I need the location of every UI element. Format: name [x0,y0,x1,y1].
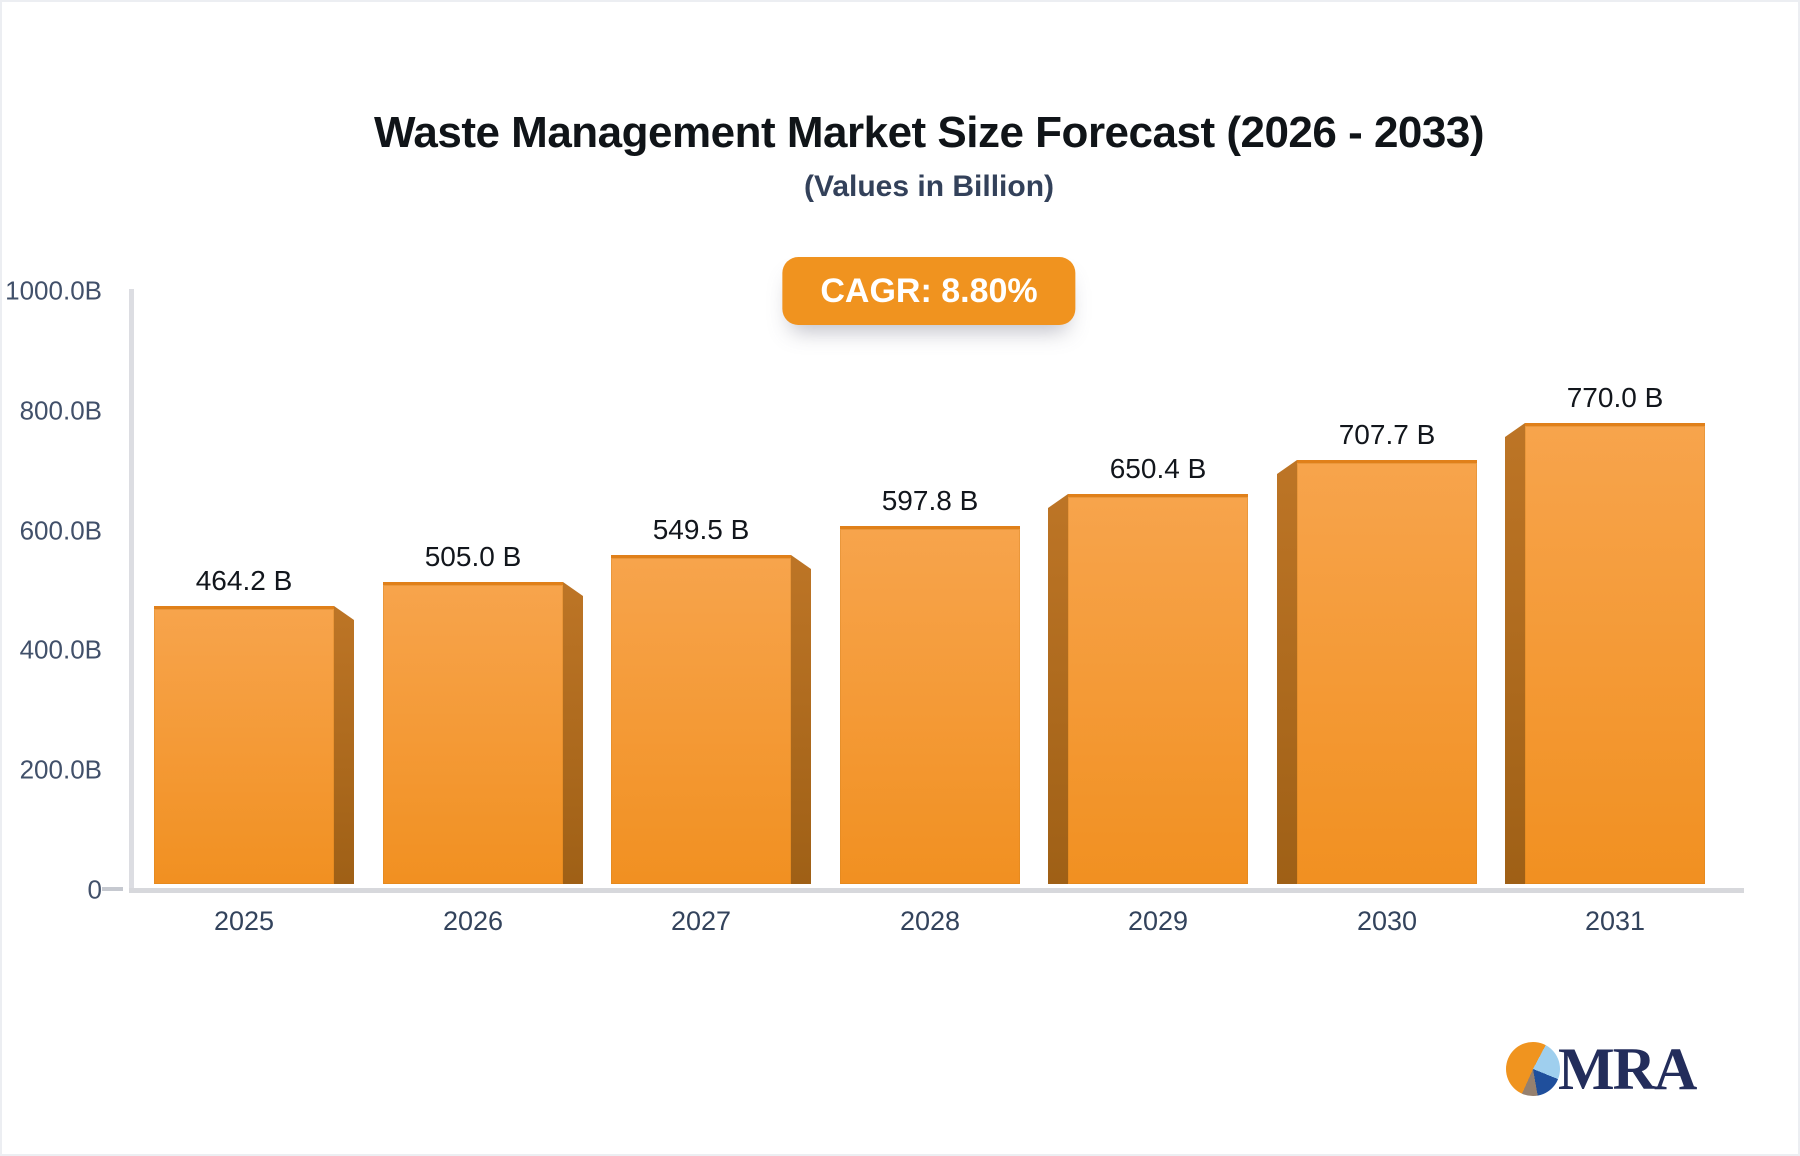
bar-face [154,606,334,884]
bar-3d-side [791,555,811,884]
bar-group-2029: 650.4 B [1048,453,1268,884]
bar-group-2031: 770.0 B [1505,382,1725,884]
bar-face [611,555,791,884]
bar-value-label: 597.8 B [881,485,979,516]
bar-3d-side [1505,423,1525,884]
x-tick-label: 2027 [670,906,732,936]
y-tick-label: 600.0B [19,515,102,546]
y-tick-label: 200.0B [19,754,102,785]
bar-face [1525,423,1705,884]
bar-group-2030: 707.7 B [1277,419,1497,884]
zero-tick-mark [102,887,123,891]
pie-chart-logo-icon [1506,1042,1560,1096]
bar-3d-side [1277,460,1297,884]
bar-3d-side [334,606,354,884]
bar-value-label: 549.5 B [652,514,750,545]
y-tick-label: 0 [87,874,102,905]
bar-face [1068,494,1248,884]
bar-face [1297,460,1477,884]
cagr-badge: CAGR: 8.80% [782,257,1076,325]
bar-3d-side [1048,494,1068,884]
bar-value-label: 464.2 B [195,565,293,596]
bar-3d-side [563,582,583,884]
chart-title: Waste Management Market Size Forecast (2… [374,108,1485,157]
y-tick-label: 1000.0B [5,275,102,306]
x-tick-label: 2028 [899,906,961,936]
bar-group-2028: 597.8 B [820,485,1040,884]
bar-value-label: 505.0 B [424,541,522,572]
bar-face [383,582,563,884]
y-tick-label: 800.0B [19,395,102,426]
x-tick-label: 2030 [1356,906,1418,936]
chart-subtitle: (Values in Billion) [803,170,1055,203]
brand-name: MRA [1558,1036,1697,1102]
bar-face [840,526,1020,884]
x-axis-line [129,888,1744,893]
x-tick-label: 2026 [442,906,504,936]
bar-value-label: 770.0 B [1566,382,1664,413]
bar-group-2027: 549.5 B [591,514,811,884]
x-tick-label: 2029 [1127,906,1189,936]
y-tick-label: 400.0B [19,634,102,665]
bar-value-label: 707.7 B [1338,419,1436,450]
bar-group-2025: 464.2 B [134,565,354,884]
bar-group-2026: 505.0 B [363,541,583,884]
x-tick-label: 2025 [213,906,275,936]
y-axis-line [129,289,134,888]
brand-logo: MRA [1506,1036,1697,1102]
x-tick-label: 2031 [1584,906,1646,936]
bar-value-label: 650.4 B [1109,453,1207,484]
